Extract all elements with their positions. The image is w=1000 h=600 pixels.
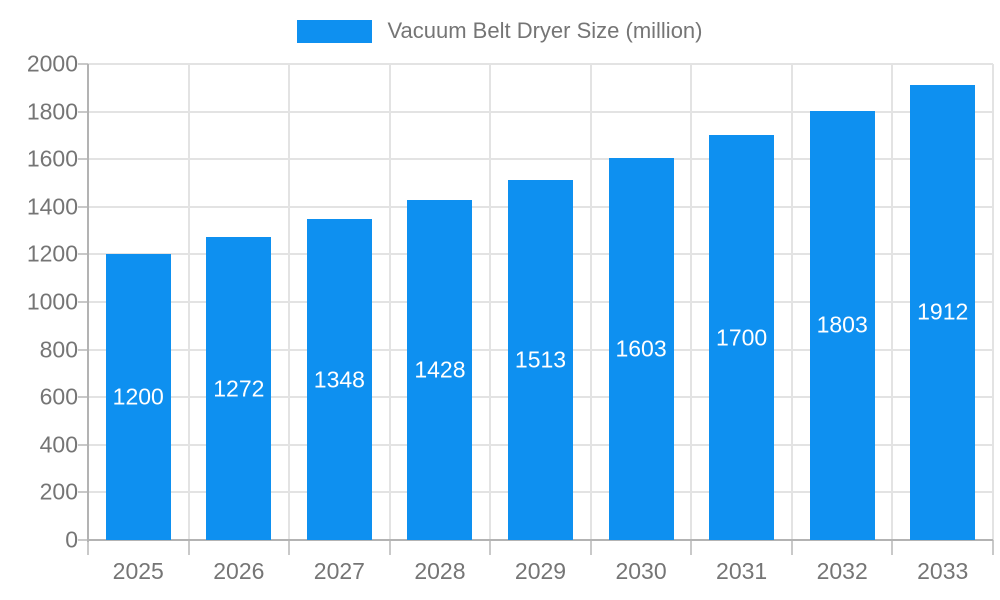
x-tick-label: 2032 bbox=[816, 558, 868, 584]
x-axis-tick bbox=[589, 540, 592, 555]
bar-value-label: 1912 bbox=[917, 298, 969, 325]
y-tick-label: 0 bbox=[65, 526, 78, 553]
x-axis-tick bbox=[690, 540, 693, 555]
bar-value-label: 1603 bbox=[615, 335, 667, 362]
bar-value-label: 1513 bbox=[514, 346, 567, 373]
y-axis-tick bbox=[78, 301, 88, 303]
bar[interactable]: 1348 bbox=[306, 219, 372, 540]
x-grid-line bbox=[589, 64, 592, 540]
y-tick-label: 1200 bbox=[26, 240, 78, 267]
x-grid-line bbox=[992, 64, 994, 540]
x-axis-line bbox=[88, 539, 993, 541]
x-axis-tick bbox=[891, 540, 894, 555]
y-tick-label: 1400 bbox=[26, 193, 78, 220]
y-axis-tick bbox=[78, 110, 88, 113]
y-axis-tick bbox=[78, 491, 88, 494]
y-tick-label: 1800 bbox=[26, 98, 78, 125]
legend-label: Vacuum Belt Dryer Size (million) bbox=[387, 18, 703, 43]
x-grid-line bbox=[790, 64, 793, 540]
x-grid-line bbox=[891, 64, 894, 540]
bar-value-label: 1348 bbox=[313, 366, 365, 393]
x-grid-line bbox=[187, 64, 190, 540]
y-axis-tick bbox=[78, 205, 88, 208]
legend[interactable]: Vacuum Belt Dryer Size (million) bbox=[0, 18, 1000, 44]
y-tick-label: 200 bbox=[39, 478, 78, 505]
y-axis-tick bbox=[78, 348, 88, 351]
y-tick-label: 600 bbox=[39, 383, 78, 410]
x-tick-label: 2025 bbox=[112, 558, 164, 584]
y-axis-tick bbox=[78, 539, 88, 541]
bar[interactable]: 1513 bbox=[508, 179, 573, 540]
bar-value-label: 1272 bbox=[213, 375, 265, 402]
y-grid-line bbox=[88, 158, 993, 161]
x-axis-tick bbox=[288, 540, 291, 555]
bar-value-label: 1803 bbox=[816, 311, 868, 338]
x-axis-tick bbox=[992, 540, 994, 555]
x-tick-label: 2027 bbox=[313, 558, 365, 584]
bar[interactable]: 1272 bbox=[206, 237, 272, 540]
y-axis-line bbox=[87, 64, 89, 542]
x-tick-label: 2031 bbox=[716, 558, 768, 584]
y-axis-tick bbox=[78, 396, 88, 399]
bar[interactable]: 1428 bbox=[407, 200, 473, 540]
y-grid-line bbox=[88, 63, 993, 65]
bar[interactable]: 1200 bbox=[105, 254, 171, 540]
x-axis-tick bbox=[187, 540, 190, 555]
y-tick-label: 1600 bbox=[26, 145, 78, 172]
x-tick-label: 2029 bbox=[514, 558, 567, 584]
bar-value-label: 1428 bbox=[414, 356, 466, 383]
x-axis-tick bbox=[489, 540, 492, 555]
bar[interactable]: 1803 bbox=[809, 110, 875, 540]
y-tick-label: 400 bbox=[39, 431, 78, 458]
x-grid-line bbox=[388, 64, 391, 540]
x-grid-line bbox=[690, 64, 693, 540]
y-tick-label: 800 bbox=[39, 336, 78, 363]
x-tick-label: 2028 bbox=[414, 558, 466, 584]
x-axis-tick bbox=[87, 540, 89, 555]
x-axis-tick bbox=[790, 540, 793, 555]
bar-value-label: 1700 bbox=[716, 324, 768, 351]
bar[interactable]: 1912 bbox=[910, 84, 976, 540]
legend-swatch bbox=[297, 19, 373, 43]
x-tick-label: 2030 bbox=[615, 558, 667, 584]
x-tick-label: 2026 bbox=[213, 558, 265, 584]
x-grid-line bbox=[288, 64, 291, 540]
y-axis-tick bbox=[78, 63, 88, 65]
x-tick-label: 2033 bbox=[917, 558, 969, 584]
y-axis-tick bbox=[78, 158, 88, 161]
y-axis-tick bbox=[78, 253, 88, 256]
bar[interactable]: 1603 bbox=[608, 158, 674, 540]
x-grid-line bbox=[489, 64, 492, 540]
y-tick-label: 1000 bbox=[26, 288, 78, 315]
y-axis-tick bbox=[78, 443, 88, 446]
bar-value-label: 1200 bbox=[112, 383, 164, 410]
x-axis-tick bbox=[388, 540, 391, 555]
bar[interactable]: 1700 bbox=[709, 135, 775, 540]
y-tick-label: 2000 bbox=[26, 50, 78, 77]
y-grid-line bbox=[88, 110, 993, 113]
